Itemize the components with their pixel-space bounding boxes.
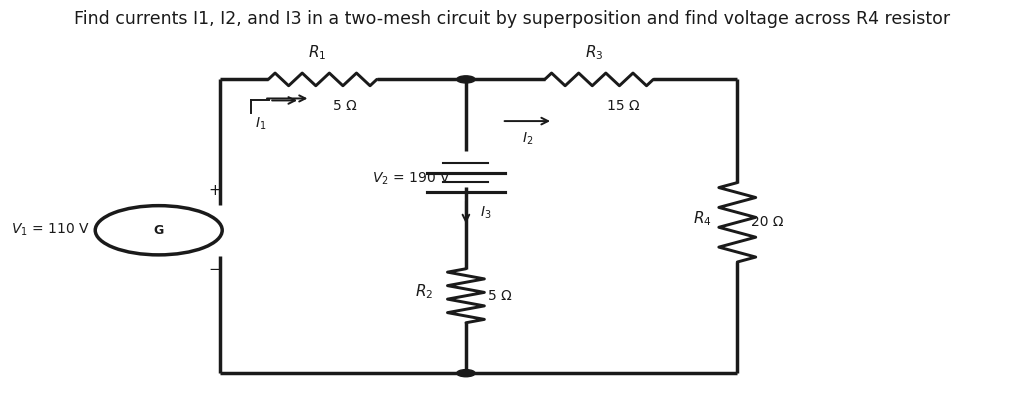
Text: G: G	[154, 224, 164, 237]
Text: $R_3$: $R_3$	[585, 43, 603, 62]
Text: 5 Ω: 5 Ω	[488, 289, 512, 303]
Text: −: −	[209, 262, 221, 278]
Text: Find currents I1, I2, and I3 in a two-mesh circuit by superposition and find vol: Find currents I1, I2, and I3 in a two-me…	[74, 10, 950, 28]
Text: $V_2$ = 190 V: $V_2$ = 190 V	[372, 170, 451, 187]
Text: $I_2$: $I_2$	[521, 131, 534, 147]
Text: $V_1$ = 110 V: $V_1$ = 110 V	[11, 222, 90, 239]
Text: $I_1$: $I_1$	[255, 115, 266, 131]
Circle shape	[457, 370, 475, 377]
Text: $R_1$: $R_1$	[308, 43, 327, 62]
Text: 20 Ω: 20 Ω	[751, 215, 783, 229]
Text: 15 Ω: 15 Ω	[607, 99, 640, 113]
Text: $R_4$: $R_4$	[693, 209, 712, 228]
Text: $I_3$: $I_3$	[480, 204, 492, 221]
Text: +: +	[209, 183, 221, 198]
Text: 5 Ω: 5 Ω	[333, 99, 356, 113]
Circle shape	[457, 76, 475, 83]
Text: $R_2$: $R_2$	[415, 282, 433, 301]
